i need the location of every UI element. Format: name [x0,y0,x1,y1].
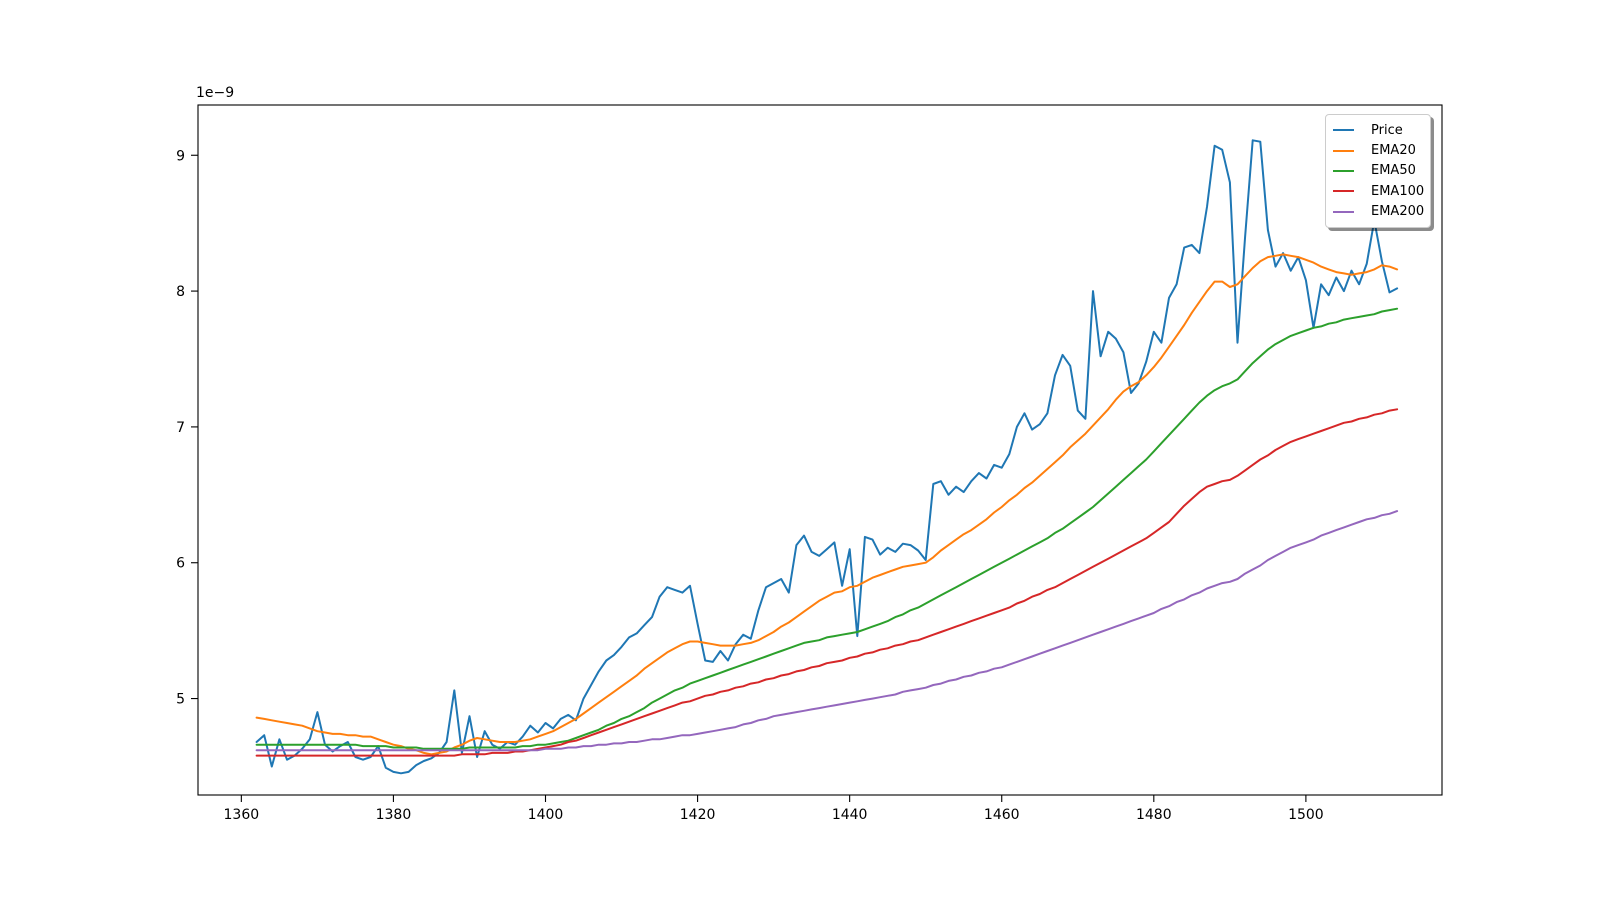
x-tick-label: 1500 [1288,807,1324,823]
legend-line-sample [1333,190,1354,193]
series-line-ema200 [255,510,1399,752]
legend-entry-ema200: EMA200 [1333,202,1425,222]
legend-line-sample [1333,149,1354,152]
legend-entry-ema100: EMA100 [1333,181,1425,201]
plot-frame [197,104,1443,796]
series-line-ema50 [255,307,1399,750]
legend-label: Price [1371,122,1403,138]
x-tick-label: 1400 [528,807,564,823]
legend-line-sample [1333,129,1354,132]
legend-label: EMA50 [1371,163,1416,179]
legend-label: EMA200 [1371,204,1425,220]
legend-line-sample [1333,169,1354,172]
legend-label: EMA20 [1371,143,1416,159]
legend-entry-ema20: EMA20 [1333,140,1421,160]
y-tick-label: 8 [176,284,185,300]
x-tick-label: 1360 [224,807,260,823]
y-axis-ticks: 5 6 7 8 9 [176,148,198,708]
y-tick-label: 5 [176,692,185,708]
x-tick-label: 1440 [832,807,868,823]
x-tick-label: 1380 [376,807,412,823]
legend-label: EMA100 [1371,183,1425,199]
x-tick-label: 1480 [1136,807,1172,823]
legend-entry-ema50: EMA50 [1333,161,1421,181]
series-line-ema100 [255,408,1399,757]
y-axis-offset-label: 1e−9 [196,85,234,101]
series-line-ema20 [255,253,1399,756]
legend-line-sample [1333,210,1354,213]
legend-entry-price: Price [1333,120,1421,140]
y-tick-label: 9 [176,148,185,164]
y-tick-label: 7 [176,420,185,436]
series-lines [255,139,1399,775]
series-line-price [255,139,1399,775]
x-axis-ticks: 1360 1380 1400 1420 1440 1460 1480 1500 [224,795,1324,823]
x-tick-label: 1460 [984,807,1020,823]
legend: Price EMA20 EMA50 EMA100 EMA200 [1325,114,1431,228]
y-tick-label: 6 [176,556,185,572]
x-tick-label: 1420 [680,807,716,823]
